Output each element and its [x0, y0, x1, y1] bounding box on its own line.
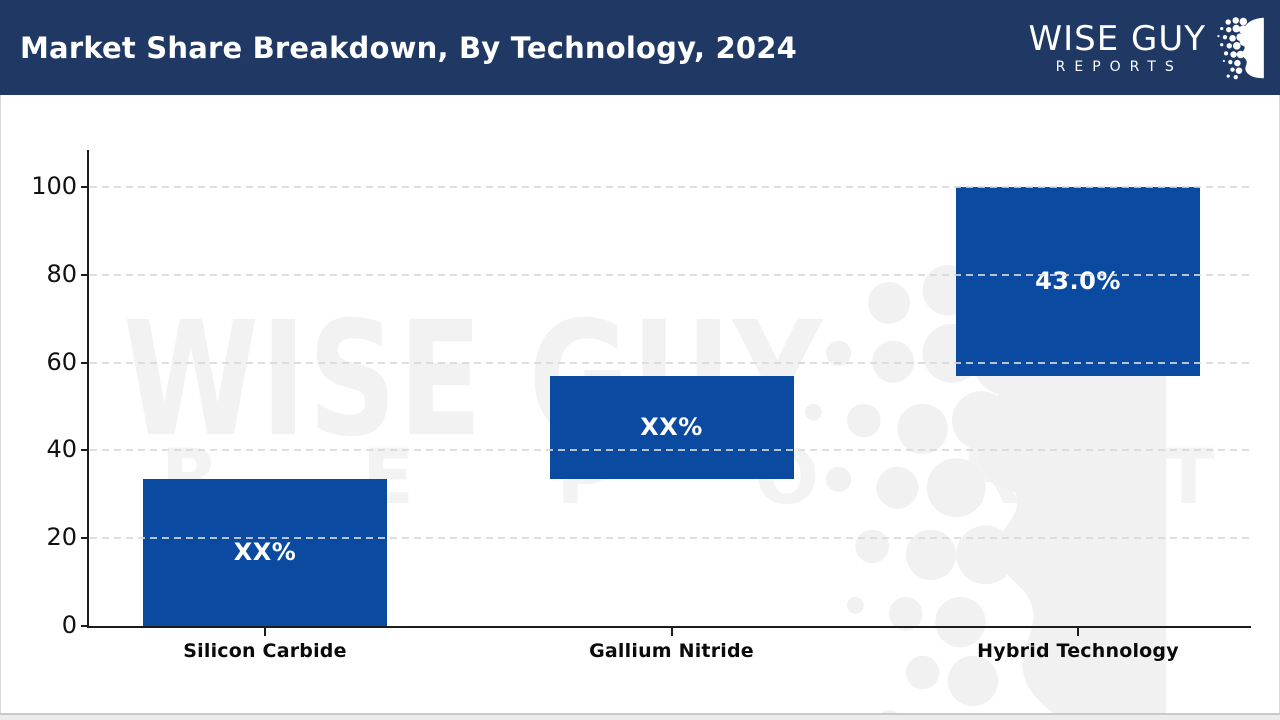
bottom-edge-strip	[0, 713, 1280, 720]
x-category-label: Silicon Carbide	[183, 640, 347, 662]
face-dots	[1217, 16, 1248, 79]
y-tick-mark	[81, 273, 89, 276]
bar-segment: 43.0%	[956, 187, 1200, 376]
x-tick-mark	[264, 628, 266, 636]
wiseguy-logo-line1: WISE GUY	[1028, 18, 1206, 59]
wiseguy-face-icon	[1217, 16, 1264, 79]
x-category-label: Gallium Nitride	[589, 640, 754, 662]
bar-value-label: XX%	[640, 413, 703, 442]
face-profile	[1239, 17, 1264, 78]
x-tick-mark	[1077, 628, 1079, 636]
x-axis-spine	[87, 626, 1251, 628]
y-tick-label: 0	[61, 611, 77, 639]
y-tick-mark	[81, 449, 89, 452]
y-tick-mark	[81, 625, 89, 627]
wiseguy-logo-text: WISE GUY REPORTS	[1028, 22, 1206, 74]
bar-segment: XX%	[549, 375, 794, 479]
y-axis-spine	[87, 150, 89, 628]
y-tick-label: 20	[46, 523, 77, 552]
x-tick-mark	[670, 628, 673, 636]
bar-value-label: XX%	[233, 538, 297, 567]
chart-area: WISE GUY R E P O R T S 020406080100XX%XX…	[0, 95, 1280, 713]
watermark-face-profile	[978, 269, 1167, 713]
bar-segment: XX%	[143, 478, 387, 626]
y-tick-label: 100	[31, 172, 77, 200]
y-tick-label: 40	[46, 435, 77, 464]
y-tick-label: 60	[46, 347, 77, 376]
bar-value-label: 43.0%	[1035, 267, 1121, 296]
wiseguy-logo: WISE GUY REPORTS	[1028, 7, 1280, 89]
header-bar: Market Share Breakdown, By Technology, 2…	[0, 0, 1280, 95]
wiseguy-logo-line2: REPORTS	[1055, 58, 1183, 75]
gridline	[90, 449, 1251, 452]
gridline	[90, 273, 1251, 276]
y-tick-mark	[81, 361, 89, 364]
y-tick-label: 80	[46, 259, 77, 288]
page-title: Market Share Breakdown, By Technology, 2…	[20, 30, 798, 65]
y-tick-mark	[81, 537, 89, 540]
y-tick-mark	[81, 186, 89, 188]
x-category-label: Hybrid Technology	[977, 640, 1179, 662]
gridline	[90, 361, 1251, 364]
gridline	[90, 186, 1251, 188]
gridline	[90, 537, 1251, 540]
